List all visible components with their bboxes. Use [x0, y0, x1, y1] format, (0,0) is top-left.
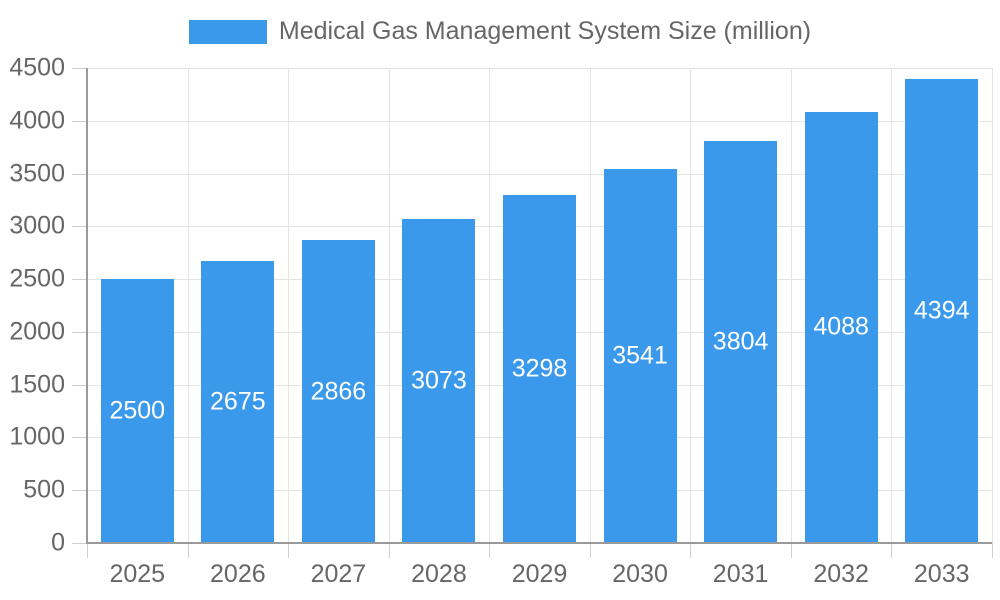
bar-value-label: 4088 — [813, 312, 869, 341]
x-tick — [992, 543, 993, 558]
bar: 3804 — [704, 141, 778, 543]
y-tick — [72, 120, 87, 122]
x-tick — [288, 543, 290, 558]
x-gridline — [992, 68, 993, 543]
y-axis-line — [86, 68, 88, 543]
x-axis-label: 2033 — [913, 560, 970, 588]
bar: 4088 — [804, 111, 878, 543]
y-axis-label: 3500 — [9, 159, 65, 188]
bar: 3073 — [402, 218, 476, 543]
y-tick — [72, 279, 87, 281]
y-axis-label: 2000 — [9, 317, 65, 346]
y-axis-label: 1000 — [9, 422, 65, 451]
y-gridline — [87, 120, 992, 122]
bar-value-label: 2866 — [310, 377, 367, 406]
x-axis-label: 2026 — [210, 560, 266, 588]
x-tick — [891, 543, 893, 558]
legend-label: Medical Gas Management System Size (mill… — [278, 17, 812, 45]
x-gridline — [690, 68, 692, 543]
y-axis-label: 500 — [23, 475, 65, 504]
y-tick — [72, 226, 87, 228]
y-axis-label: 1500 — [9, 370, 65, 399]
x-tick — [690, 543, 692, 558]
bar-value-label: 2500 — [109, 396, 166, 425]
x-gridline — [891, 68, 893, 543]
x-axis-label: 2027 — [310, 560, 367, 588]
bar-value-label: 2675 — [210, 387, 266, 416]
y-tick — [72, 437, 87, 439]
y-tick — [72, 490, 87, 492]
x-tick — [489, 543, 491, 558]
bar: 2500 — [100, 279, 174, 543]
x-gridline — [589, 68, 591, 543]
x-tick — [589, 543, 591, 558]
x-gridline — [187, 68, 189, 543]
x-gridline — [489, 68, 491, 543]
y-axis-label: 3000 — [9, 211, 65, 240]
y-tick — [72, 543, 87, 544]
x-gridline — [790, 68, 792, 543]
y-axis-label: 2500 — [9, 264, 65, 293]
x-axis-label: 2031 — [712, 560, 769, 588]
x-axis-label: 2029 — [511, 560, 568, 588]
plot-area: 2500 2675 2866 3073 3298 3541 3804 4088 4394 0 50… — [9, 54, 993, 588]
y-axis-label: 4500 — [9, 53, 65, 82]
y-axis-label: 4000 — [9, 106, 65, 135]
x-axis-label: 2025 — [109, 560, 166, 588]
bar-value-label: 3073 — [411, 366, 467, 395]
x-tick — [187, 543, 189, 558]
x-tick — [790, 543, 792, 558]
bar-value-label: 3298 — [511, 354, 568, 383]
x-axis-label: 2028 — [411, 560, 467, 588]
legend-swatch — [188, 19, 267, 44]
bar: 4394 — [905, 79, 979, 543]
bar: 2675 — [201, 260, 275, 543]
bar-value-label: 4394 — [913, 296, 970, 325]
bar: 2866 — [301, 240, 375, 543]
x-axis-label: 2030 — [612, 560, 668, 588]
bar: 3298 — [503, 194, 576, 543]
y-gridline — [87, 68, 992, 69]
y-tick — [72, 173, 87, 175]
y-tick — [72, 68, 87, 69]
y-tick — [72, 331, 87, 333]
bar-value-label: 3541 — [612, 341, 668, 370]
y-tick — [72, 384, 87, 386]
x-tick — [87, 543, 88, 558]
x-gridline — [388, 68, 390, 543]
x-axis-line — [86, 542, 992, 544]
x-gridline — [288, 68, 290, 543]
y-gridline — [87, 173, 992, 175]
y-axis-label: 0 — [51, 528, 65, 557]
bar-value-label: 3804 — [712, 327, 769, 356]
x-tick — [388, 543, 390, 558]
bar: 3541 — [603, 169, 677, 543]
legend-item[interactable]: Medical Gas Management System Size (mill… — [0, 17, 1000, 46]
x-axis-label: 2032 — [813, 560, 869, 588]
